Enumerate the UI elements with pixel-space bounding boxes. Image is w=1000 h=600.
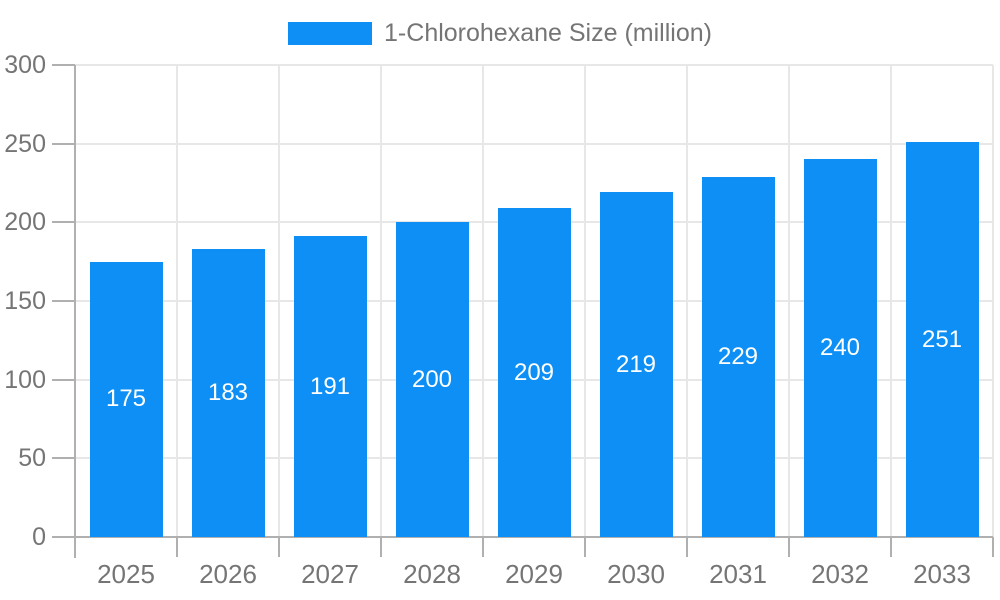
x-axis-label: 2026 xyxy=(199,559,257,589)
legend: 1-Chlorohexane Size (million) xyxy=(0,19,1000,47)
y-tick xyxy=(52,300,75,302)
y-tick xyxy=(52,142,75,145)
x-axis-label: 2031 xyxy=(709,559,767,589)
bar-value-label: 183 xyxy=(207,379,249,407)
x-tick xyxy=(176,537,178,557)
x-tick xyxy=(278,537,280,557)
y-axis-label: 250 xyxy=(4,129,46,158)
bar: 175 xyxy=(89,261,163,537)
x-axis-label: 2028 xyxy=(403,559,461,589)
x-tick xyxy=(686,537,688,557)
x-tick xyxy=(74,537,76,557)
bar-value-label: 191 xyxy=(309,372,351,400)
bar: 219 xyxy=(599,192,673,537)
x-axis-label: 2032 xyxy=(811,559,869,589)
v-gridline xyxy=(686,65,688,537)
v-gridline xyxy=(992,65,994,537)
bar: 191 xyxy=(293,236,367,537)
y-axis-label: 200 xyxy=(4,208,46,237)
legend-label: 1-Chlorohexane Size (million) xyxy=(384,19,712,47)
x-axis-label: 2025 xyxy=(97,559,155,589)
v-gridline xyxy=(584,65,586,537)
x-tick xyxy=(482,537,484,557)
v-gridline xyxy=(278,65,280,537)
y-tick xyxy=(52,378,75,381)
x-axis-label: 2027 xyxy=(301,559,359,589)
bar-value-label: 209 xyxy=(513,358,555,386)
y-tick xyxy=(52,64,75,66)
v-gridline xyxy=(176,65,178,537)
y-tick xyxy=(52,221,75,224)
y-axis-line xyxy=(74,65,76,558)
bar-value-label: 175 xyxy=(105,385,147,413)
x-tick xyxy=(890,537,892,557)
v-gridline xyxy=(890,65,892,537)
bar-value-label: 229 xyxy=(717,342,759,370)
bar: 209 xyxy=(497,208,571,537)
y-axis-label: 50 xyxy=(18,444,46,473)
x-tick xyxy=(380,537,382,557)
bar: 200 xyxy=(395,222,469,537)
x-tick xyxy=(584,537,586,557)
x-tick xyxy=(788,537,790,557)
bar-value-label: 200 xyxy=(411,365,453,393)
bar-value-label: 240 xyxy=(819,334,861,362)
bar: 229 xyxy=(701,176,775,537)
x-axis-label: 2033 xyxy=(913,559,971,589)
y-axis-label: 100 xyxy=(4,365,46,394)
x-axis-label: 2030 xyxy=(607,559,665,589)
v-gridline xyxy=(788,65,790,537)
v-gridline xyxy=(380,65,382,537)
h-gridline xyxy=(75,142,993,145)
bar: 251 xyxy=(905,142,979,537)
x-axis-label: 2029 xyxy=(505,559,563,589)
bar-value-label: 251 xyxy=(921,325,963,353)
x-tick xyxy=(992,537,994,557)
h-gridline xyxy=(75,64,993,66)
bar: 240 xyxy=(803,159,877,537)
x-axis-line xyxy=(52,536,993,538)
y-axis-label: 0 xyxy=(32,523,46,551)
y-axis-label: 300 xyxy=(4,51,46,79)
y-tick xyxy=(52,457,75,460)
y-axis-label: 150 xyxy=(4,287,46,315)
v-gridline xyxy=(482,65,484,537)
legend-swatch xyxy=(288,21,373,45)
bar: 183 xyxy=(191,249,265,537)
bar-value-label: 219 xyxy=(615,350,657,378)
